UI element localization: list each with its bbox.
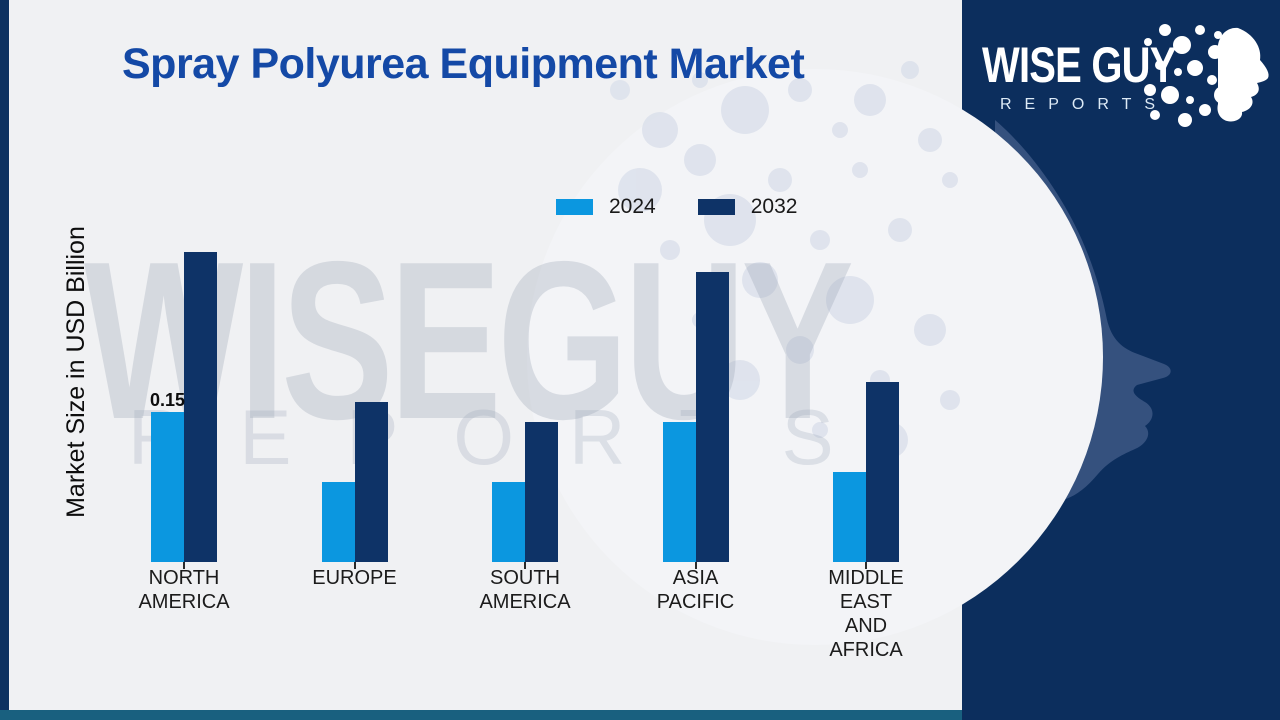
bar-2032-north-america xyxy=(184,252,217,562)
bar-2032-middle-east-and-africa xyxy=(866,382,899,562)
axis-tick-asia-pacific xyxy=(694,562,697,569)
bar-2024-middle-east-and-africa xyxy=(833,472,866,562)
logo-wordmark: WISE GUY xyxy=(982,37,1176,93)
data-label-north-america-2024: 0.15 xyxy=(149,390,186,410)
legend-swatch-2032 xyxy=(697,199,735,215)
logo-subtext: REPORTS xyxy=(1000,96,1169,113)
halftone-dots xyxy=(610,61,960,458)
legend-label-2032: 2032 xyxy=(750,195,798,218)
bar-2032-asia-pacific xyxy=(695,272,729,562)
chart-legend: 2024 2032 xyxy=(556,195,839,219)
category-label-south-america: SOUTH AMERICA xyxy=(479,567,571,613)
bar-2024-europe xyxy=(321,482,355,562)
category-label-europe: EUROPE xyxy=(312,567,397,589)
bottom-teal-strip xyxy=(0,710,1280,720)
axis-tick-europe xyxy=(353,562,356,569)
left-edge-strip xyxy=(0,0,9,720)
bar-2024-north-america xyxy=(151,412,184,562)
logo-face-icon xyxy=(1217,27,1269,122)
bar-2024-asia-pacific xyxy=(662,422,696,562)
bar-2032-europe xyxy=(354,402,388,562)
page-title: Spray Polyurea Equipment Market xyxy=(122,40,805,88)
wiseguy-logo: WISE GUY REPORTS xyxy=(982,40,1224,114)
bar-2032-south-america xyxy=(525,422,558,562)
category-label-north-america: NORTH AMERICA xyxy=(138,567,230,613)
category-label-middle-east-and-africa: MIDDLE EAST AND AFRICA xyxy=(828,567,904,661)
y-axis-label: Market Size in USD Billion xyxy=(62,226,90,518)
axis-tick-south-america xyxy=(524,562,526,569)
axis-tick-middle-east-and-africa xyxy=(865,562,867,569)
axis-tick-north-america xyxy=(183,562,185,569)
legend-swatch-2024 xyxy=(556,199,593,215)
legend-label-2024: 2024 xyxy=(609,195,656,218)
bar-2024-south-america xyxy=(492,482,525,562)
category-label-asia-pacific: ASIA PACIFIC xyxy=(656,567,735,613)
